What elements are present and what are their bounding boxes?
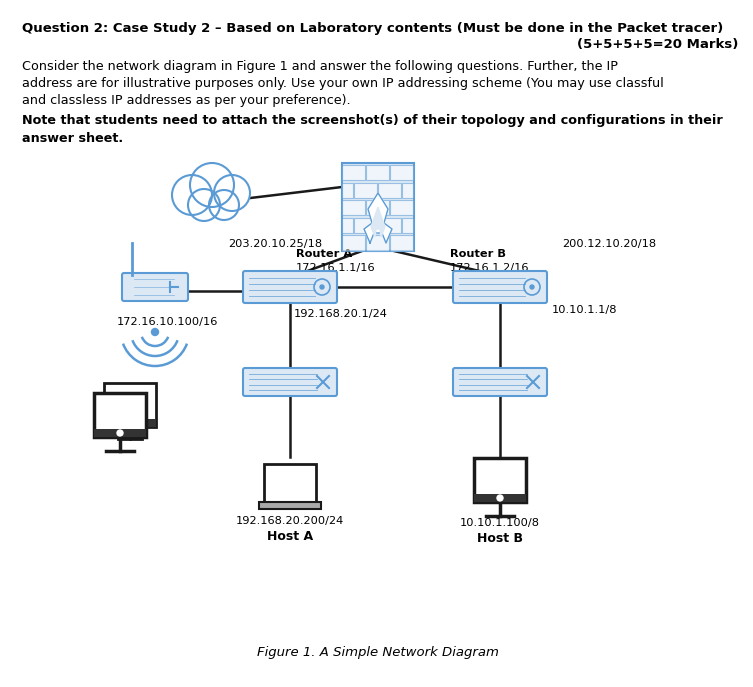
Text: Host B: Host B bbox=[477, 532, 523, 545]
Bar bbox=[367, 200, 389, 215]
Circle shape bbox=[151, 328, 158, 335]
Bar bbox=[104, 419, 156, 427]
Polygon shape bbox=[364, 193, 392, 243]
Text: Question 2: Case Study 2 – Based on Laboratory contents (Must be done in the Pac: Question 2: Case Study 2 – Based on Labo… bbox=[22, 22, 723, 35]
Circle shape bbox=[497, 495, 503, 501]
Polygon shape bbox=[371, 207, 385, 237]
Text: Consider the network diagram in Figure 1 and answer the following questions. Fur: Consider the network diagram in Figure 1… bbox=[22, 60, 618, 73]
Text: 10.10.1.100/8: 10.10.1.100/8 bbox=[460, 518, 540, 528]
Text: and classless IP addresses as per your preference).: and classless IP addresses as per your p… bbox=[22, 94, 351, 107]
Text: answer sheet.: answer sheet. bbox=[22, 132, 123, 145]
Bar bbox=[104, 383, 156, 427]
Bar bbox=[367, 236, 389, 251]
Circle shape bbox=[320, 285, 324, 289]
Text: 172.16.10.100/16: 172.16.10.100/16 bbox=[117, 317, 218, 327]
Bar bbox=[355, 218, 377, 233]
Circle shape bbox=[172, 175, 212, 215]
Bar bbox=[343, 165, 365, 180]
Circle shape bbox=[530, 285, 534, 289]
Text: 200.12.10.20/18: 200.12.10.20/18 bbox=[562, 239, 656, 249]
Circle shape bbox=[117, 430, 123, 436]
FancyBboxPatch shape bbox=[243, 368, 337, 396]
Text: Host A: Host A bbox=[267, 530, 313, 543]
Circle shape bbox=[190, 163, 234, 207]
Text: 203.20.10.25/18: 203.20.10.25/18 bbox=[228, 239, 322, 249]
Text: 172.16.1.1/16: 172.16.1.1/16 bbox=[296, 263, 376, 273]
Bar bbox=[264, 464, 316, 502]
Bar bbox=[94, 393, 146, 437]
Bar bbox=[367, 165, 389, 180]
Text: Figure 1. A Simple Network Diagram: Figure 1. A Simple Network Diagram bbox=[257, 646, 499, 659]
Bar bbox=[391, 200, 413, 215]
Bar bbox=[391, 165, 413, 180]
Circle shape bbox=[209, 190, 239, 220]
FancyBboxPatch shape bbox=[243, 271, 337, 303]
Text: 192.168.20.200/24: 192.168.20.200/24 bbox=[236, 516, 344, 526]
Bar bbox=[379, 218, 401, 233]
Text: (5+5+5+5=20 Marks): (5+5+5+5=20 Marks) bbox=[577, 38, 738, 51]
Circle shape bbox=[214, 175, 250, 211]
Text: 10.10.1.1/8: 10.10.1.1/8 bbox=[552, 305, 617, 315]
Bar bbox=[94, 429, 146, 437]
Bar bbox=[391, 236, 413, 251]
Text: Router A: Router A bbox=[296, 249, 352, 259]
Bar bbox=[343, 200, 365, 215]
Text: address are for illustrative purposes only. Use your own IP addressing scheme (Y: address are for illustrative purposes on… bbox=[22, 77, 663, 90]
Bar bbox=[474, 458, 526, 502]
FancyBboxPatch shape bbox=[453, 271, 547, 303]
Bar bbox=[343, 236, 365, 251]
Bar bbox=[379, 183, 401, 198]
Text: 192.168.20.1/24: 192.168.20.1/24 bbox=[294, 309, 388, 319]
Bar bbox=[474, 494, 526, 502]
Bar bbox=[343, 183, 353, 198]
Bar bbox=[259, 502, 321, 509]
Circle shape bbox=[188, 189, 220, 221]
Text: Note that students need to attach the screenshot(s) of their topology and config: Note that students need to attach the sc… bbox=[22, 114, 723, 127]
FancyBboxPatch shape bbox=[453, 368, 547, 396]
Bar bbox=[342, 163, 414, 251]
Text: Router B: Router B bbox=[450, 249, 506, 259]
Bar bbox=[355, 183, 377, 198]
FancyBboxPatch shape bbox=[122, 273, 188, 301]
Text: 172.16.1.2/16: 172.16.1.2/16 bbox=[450, 263, 529, 273]
Bar bbox=[403, 218, 413, 233]
Bar bbox=[343, 218, 353, 233]
Bar bbox=[403, 183, 413, 198]
